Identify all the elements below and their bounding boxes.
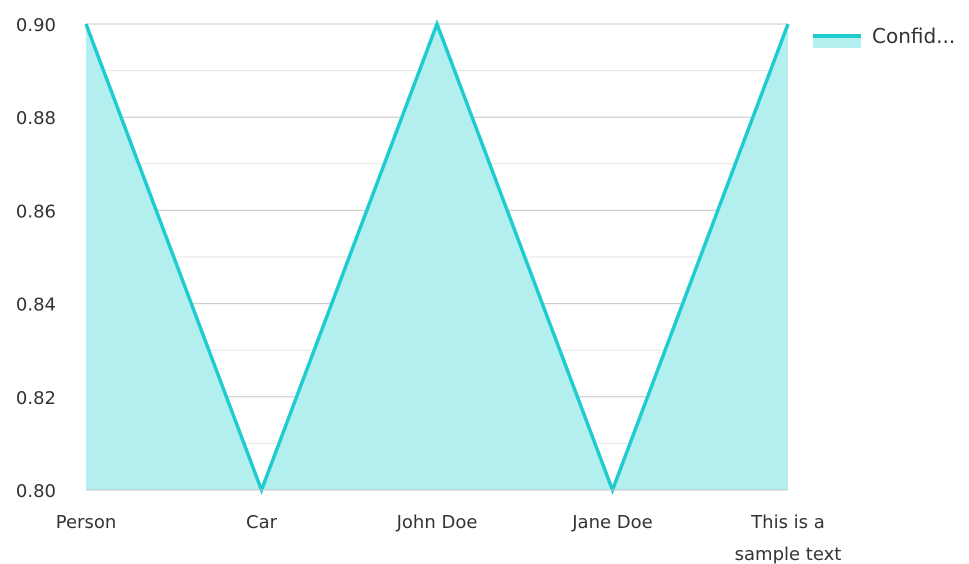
y-axis: 0.90 0.88 0.86 0.84 0.82 0.80 [16,15,56,502]
x-tick-label: Car [246,512,278,533]
x-tick-label: Person [56,512,117,533]
y-tick-label: 0.82 [16,388,56,409]
y-tick-label: 0.84 [16,295,56,316]
area-layer [86,24,788,490]
data-point-2[interactable] [433,20,441,28]
legend-label: Confid... [872,24,955,48]
y-tick-label: 0.90 [16,15,56,36]
x-tick-label: Jane Doe [571,512,653,533]
x-axis: Person Car John Doe Jane Doe This is a sample… [56,489,842,564]
legend[interactable]: Confid... [813,24,955,48]
line-layer [82,19,792,495]
y-tick-label: 0.86 [16,201,56,222]
series-line[interactable] [84,19,790,495]
data-point-4[interactable] [784,20,792,28]
legend-swatch [813,36,861,48]
y-tick-label: 0.88 [16,108,56,129]
data-point-0[interactable] [82,20,90,28]
series-area-fill [86,24,788,490]
x-tick-label: John Doe [396,512,478,533]
x-tick-label: This is a sample text [735,512,842,564]
y-tick-label: 0.80 [16,481,56,502]
